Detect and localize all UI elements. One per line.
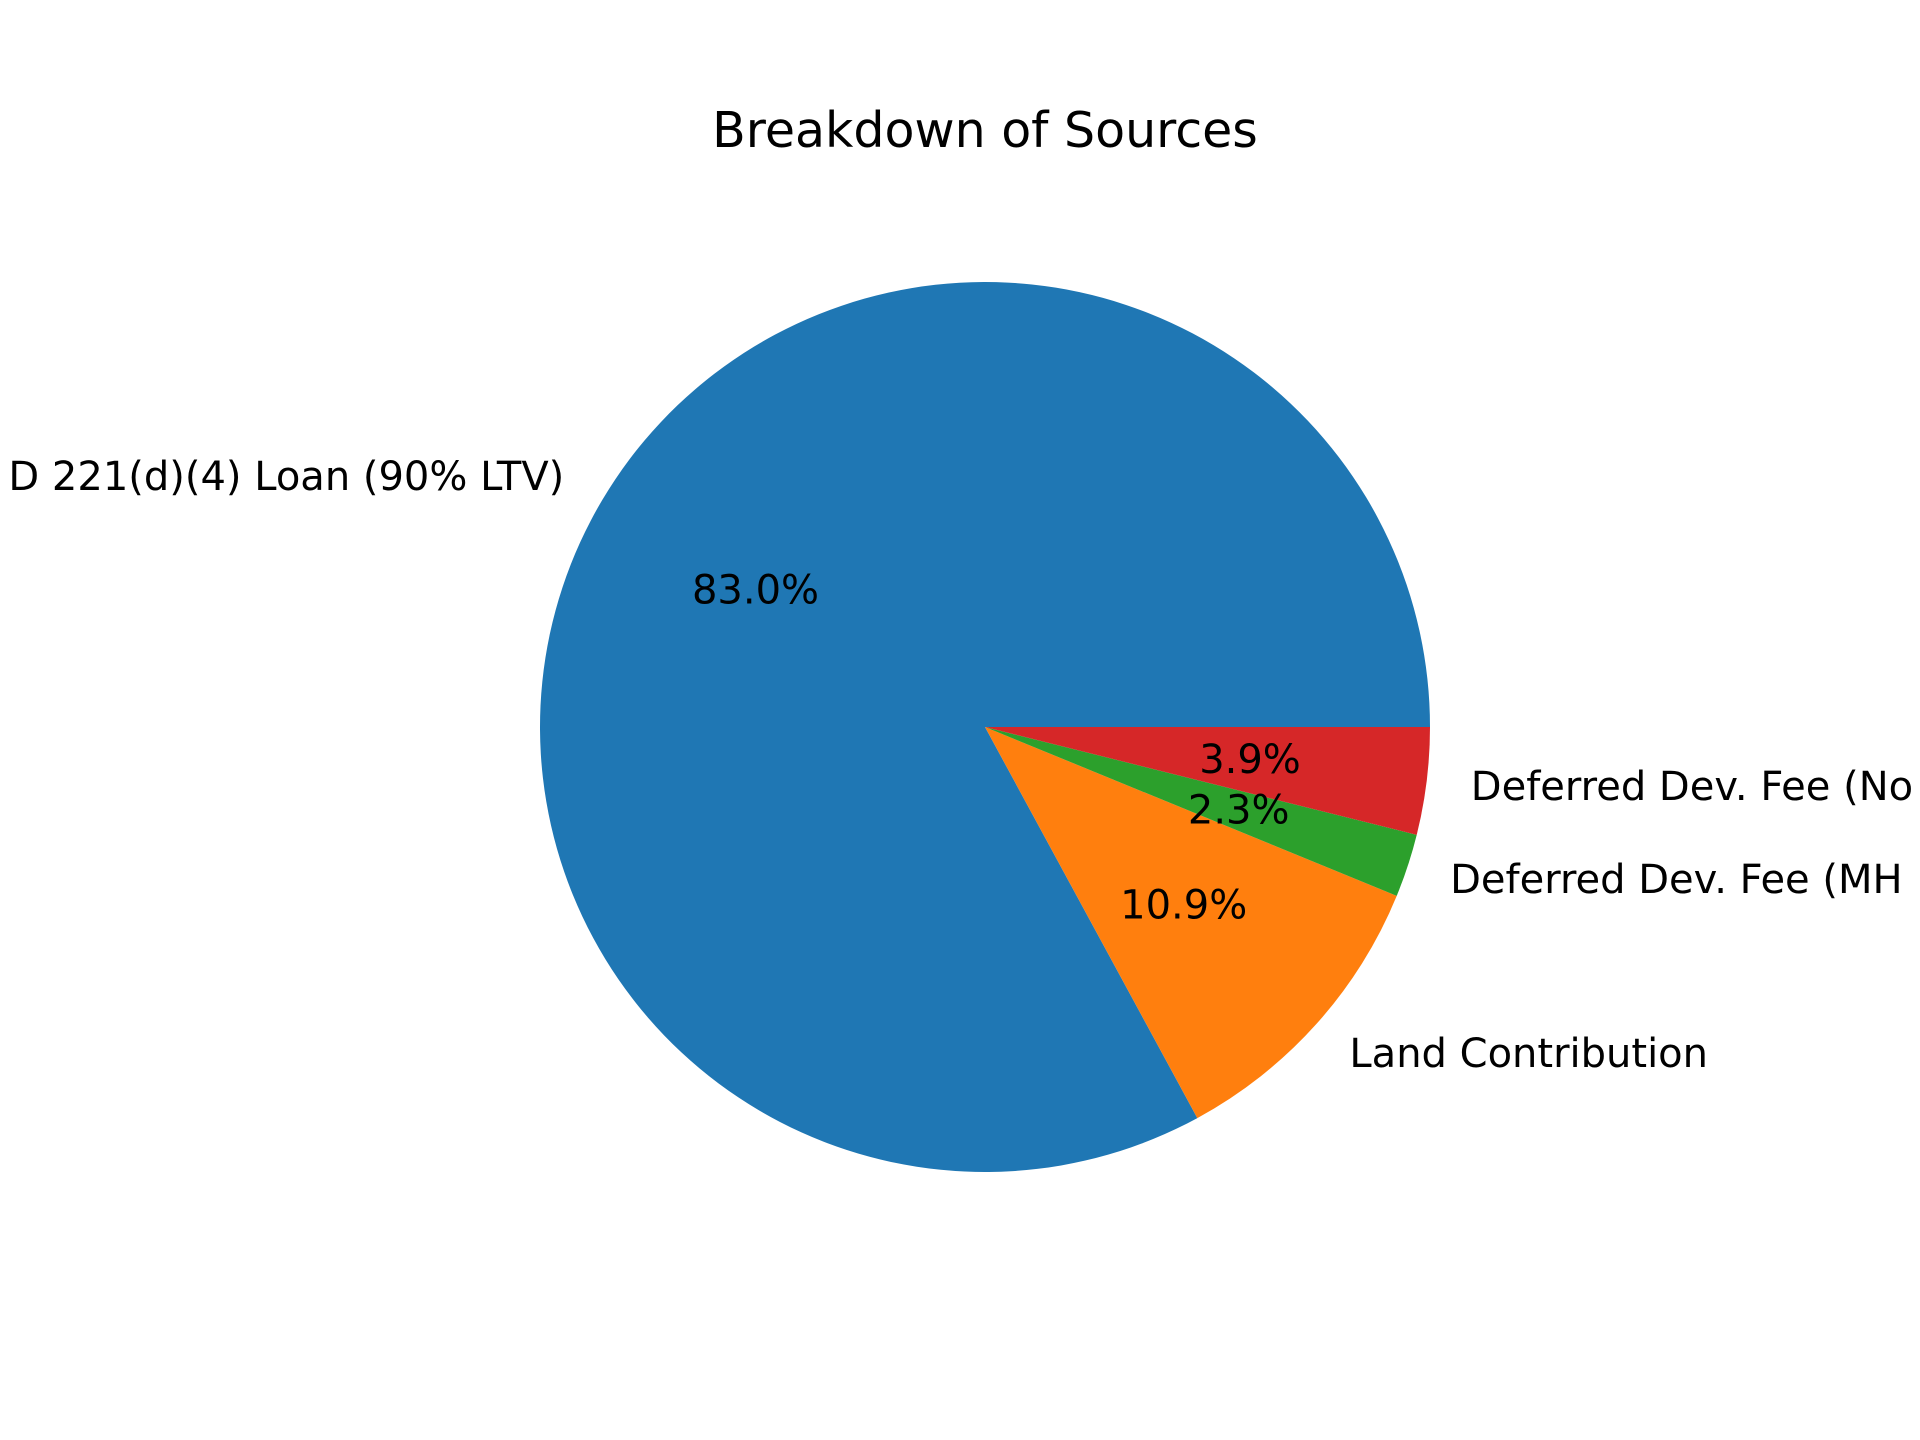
pie-slice-pct-0: 83.0%	[692, 568, 819, 614]
pie-slice-pct-2: 2.3%	[1188, 787, 1290, 833]
pie-slice-1	[985, 727, 1397, 1119]
pie-slice-2	[985, 727, 1417, 896]
pie-slice-label-3: Deferred Dev. Fee (No	[1471, 764, 1913, 810]
pie-slice-label-1: Land Contribution	[1349, 1031, 1708, 1077]
pie-slice-pct-1: 10.9%	[1120, 883, 1247, 929]
pie-slice-3	[985, 727, 1430, 835]
pie-wedges-group	[540, 282, 1430, 1173]
pie-slice-label-0: D 221(d)(4) Loan (90% LTV)	[8, 454, 564, 500]
pie-labels-group: D 221(d)(4) Loan (90% LTV) 83.0% Land Cont…	[8, 454, 1913, 1077]
pie-slice-label-2: Deferred Dev. Fee (MH	[1450, 857, 1902, 903]
pie-slice-0	[540, 282, 1430, 1173]
chart-title: Breakdown of Sources	[712, 102, 1258, 159]
pie-slice-pct-3: 3.9%	[1199, 737, 1301, 783]
